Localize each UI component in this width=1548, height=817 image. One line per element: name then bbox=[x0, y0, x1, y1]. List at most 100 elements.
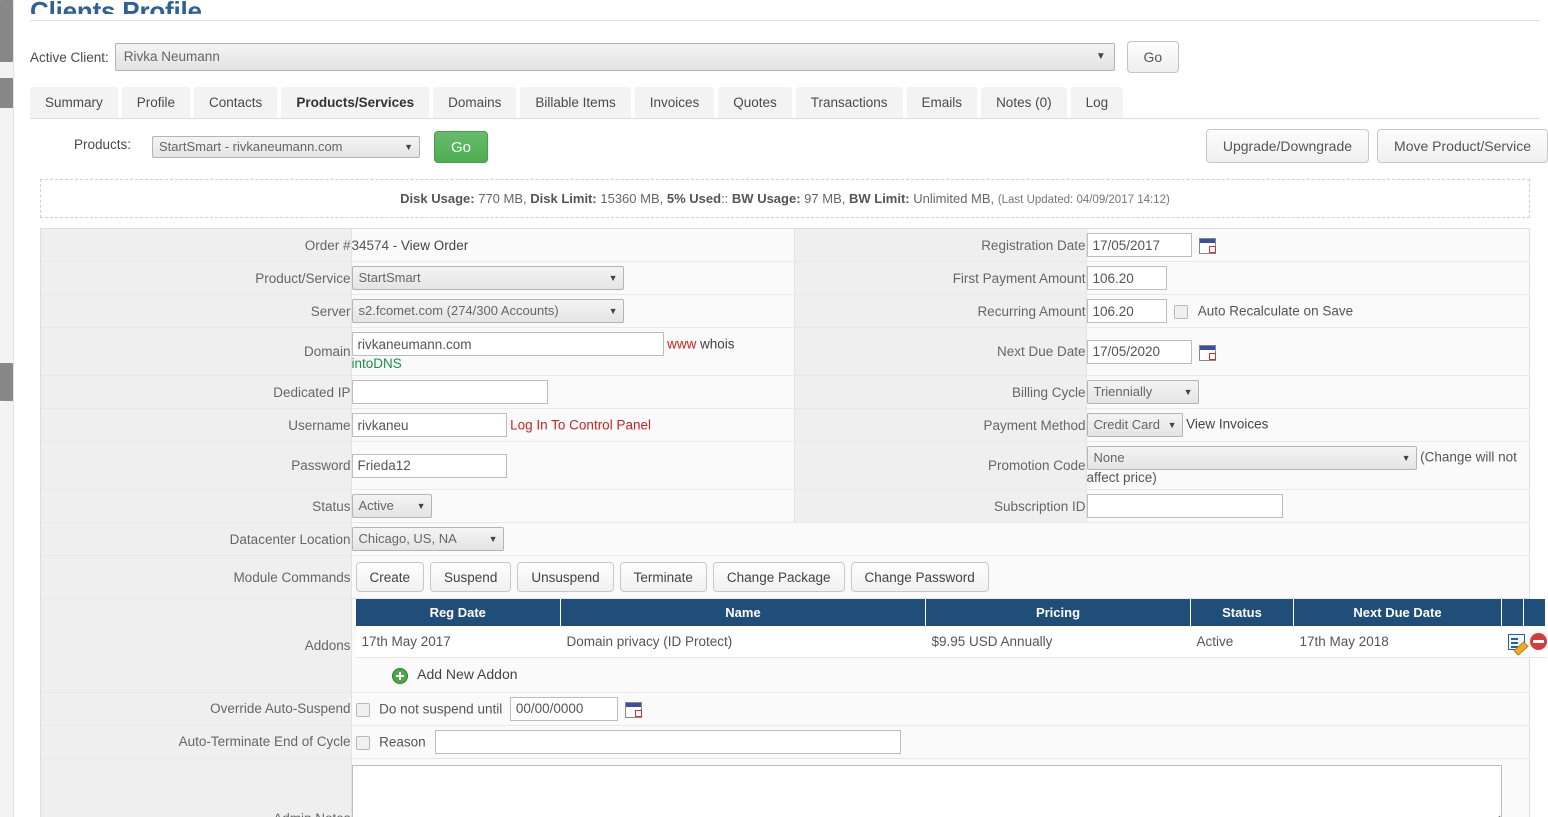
registration-date-input[interactable] bbox=[1086, 233, 1192, 257]
domain-label: Domain bbox=[41, 327, 352, 376]
tab-contacts[interactable]: Contacts bbox=[194, 87, 278, 118]
left-scrollbar-thumb-low[interactable] bbox=[0, 363, 13, 401]
override-autosuspend-checkbox[interactable] bbox=[355, 702, 370, 717]
delete-icon[interactable] bbox=[1529, 633, 1547, 650]
next-due-date-input[interactable] bbox=[1086, 339, 1192, 364]
addon-delete-cell[interactable] bbox=[1523, 626, 1547, 658]
datacenter-cell: Chicago, US, NA ▼ bbox=[351, 522, 1529, 556]
addons-label: Addons bbox=[41, 598, 352, 693]
promotion-code-label: Promotion Code bbox=[793, 441, 1087, 490]
chevron-down-icon: ▼ bbox=[1095, 51, 1106, 62]
subscription-id-input[interactable] bbox=[1086, 494, 1283, 518]
bw-usage-value: 97 MB, bbox=[804, 191, 846, 206]
www-link[interactable]: www bbox=[667, 336, 697, 352]
product-service-select[interactable]: StartSmart ▼ bbox=[351, 266, 624, 290]
active-client-select[interactable]: Rivka Neumann ▼ bbox=[114, 43, 1115, 71]
tab-products-services[interactable]: Products/Services bbox=[281, 87, 430, 118]
tab-summary[interactable]: Summary bbox=[30, 87, 118, 118]
tab-quotes[interactable]: Quotes bbox=[718, 87, 792, 118]
reason-input[interactable] bbox=[435, 729, 902, 754]
tab-transactions[interactable]: Transactions bbox=[795, 87, 903, 118]
datacenter-select[interactable]: Chicago, US, NA ▼ bbox=[351, 527, 504, 551]
left-scrollbar-thumb-top[interactable] bbox=[0, 0, 13, 62]
active-client-label: Active Client: bbox=[30, 49, 109, 65]
view-invoices-link[interactable]: View Invoices bbox=[1186, 416, 1269, 432]
addons-col-actions-6 bbox=[1523, 599, 1546, 626]
row-dedicatedip-billingcycle: Dedicated IP Billing Cycle Triennially ▼ bbox=[41, 375, 1529, 409]
first-payment-input[interactable] bbox=[1086, 266, 1167, 290]
next-due-date-cell bbox=[1086, 327, 1529, 376]
addon-cell-pricing: $9.95 USD Annually bbox=[925, 626, 1191, 658]
row-override-autosuspend: Override Auto-Suspend Do not suspend unt… bbox=[41, 692, 1529, 726]
module-command-terminate[interactable]: Terminate bbox=[619, 562, 707, 592]
edit-icon[interactable] bbox=[1507, 633, 1525, 650]
bw-limit-label: BW Limit: bbox=[848, 191, 910, 206]
row-product-firstpayment: Product/Service StartSmart ▼ First Payme… bbox=[41, 261, 1529, 295]
password-input[interactable] bbox=[351, 453, 507, 478]
dedicated-ip-input[interactable] bbox=[351, 380, 548, 404]
username-input[interactable] bbox=[351, 413, 507, 437]
products-go-button[interactable]: Go bbox=[434, 131, 489, 163]
override-autosuspend-cell: Do not suspend until bbox=[351, 692, 1529, 726]
tab-billable-items[interactable]: Billable Items bbox=[520, 87, 631, 118]
calendar-icon[interactable] bbox=[625, 701, 643, 718]
billing-cycle-select[interactable]: Triennially ▼ bbox=[1086, 380, 1199, 404]
calendar-icon[interactable] bbox=[1199, 344, 1217, 361]
row-admin-notes: Admin Notes bbox=[41, 758, 1529, 817]
whois-link[interactable]: whois bbox=[700, 336, 735, 352]
row-server-recurring: Server s2.fcomet.com (274/300 Accounts) … bbox=[41, 294, 1529, 328]
tab-emails[interactable]: Emails bbox=[906, 87, 978, 118]
tab-notes-0[interactable]: Notes (0) bbox=[981, 87, 1067, 118]
addon-edit-cell[interactable] bbox=[1501, 626, 1525, 658]
status-select[interactable]: Active ▼ bbox=[351, 494, 432, 518]
reason-label: Reason bbox=[379, 734, 426, 750]
admin-notes-textarea[interactable] bbox=[351, 764, 1502, 817]
promotion-code-note: (Change will not affect price) bbox=[1086, 449, 1517, 485]
auto-recalculate-checkbox[interactable] bbox=[1174, 305, 1189, 320]
product-service-label: Product/Service bbox=[41, 261, 352, 295]
upgrade-downgrade-button[interactable]: Upgrade/Downgrade bbox=[1205, 129, 1370, 163]
payment-method-cell: Credit Card ▼ View Invoices bbox=[1086, 408, 1529, 442]
add-new-addon-row[interactable]: Add New Addon bbox=[356, 658, 1530, 692]
chevron-down-icon: ▼ bbox=[608, 306, 618, 316]
left-scrollbar-thumb-mid[interactable] bbox=[0, 78, 13, 108]
module-command-create[interactable]: Create bbox=[355, 562, 425, 592]
addons-col-next-due-date: Next Due Date bbox=[1293, 599, 1502, 626]
module-command-change-password[interactable]: Change Password bbox=[850, 562, 989, 592]
tab-profile[interactable]: Profile bbox=[121, 87, 191, 118]
move-product-service-button[interactable]: Move Product/Service bbox=[1377, 129, 1548, 163]
recurring-amount-input[interactable] bbox=[1086, 299, 1167, 323]
module-command-unsuspend[interactable]: Unsuspend bbox=[517, 562, 614, 592]
promotion-code-select[interactable]: None ▼ bbox=[1086, 446, 1417, 470]
client-go-button[interactable]: Go bbox=[1126, 41, 1179, 73]
first-payment-cell bbox=[1086, 261, 1529, 295]
left-scrollbar-track[interactable] bbox=[0, 0, 14, 817]
module-command-change-package[interactable]: Change Package bbox=[712, 562, 845, 592]
tab-log[interactable]: Log bbox=[1070, 87, 1124, 118]
payment-method-select[interactable]: Credit Card ▼ bbox=[1086, 413, 1183, 437]
products-selected-value: StartSmart - rivkaneumann.com bbox=[159, 139, 343, 154]
intodns-link[interactable]: intoDNS bbox=[351, 356, 402, 371]
next-due-date-label: Next Due Date bbox=[793, 327, 1087, 376]
products-select[interactable]: StartSmart - rivkaneumann.com ▼ bbox=[152, 136, 420, 158]
products-actions: Upgrade/Downgrade Move Product/Service bbox=[1198, 129, 1548, 163]
view-order-link[interactable]: View Order bbox=[400, 237, 469, 253]
add-new-addon-link[interactable]: Add New Addon bbox=[417, 666, 518, 682]
autoterminate-label: Auto-Terminate End of Cycle bbox=[41, 725, 352, 759]
products-toolbar: Products: StartSmart - rivkaneumann.com … bbox=[22, 123, 1548, 171]
tab-invoices[interactable]: Invoices bbox=[634, 87, 715, 118]
login-control-panel-link[interactable]: Log In To Control Panel bbox=[510, 417, 651, 433]
module-command-suspend[interactable]: Suspend bbox=[430, 562, 512, 592]
server-select[interactable]: s2.fcomet.com (274/300 Accounts) ▼ bbox=[351, 299, 624, 323]
addons-col-name: Name bbox=[560, 599, 926, 626]
plus-circle-icon bbox=[391, 667, 408, 684]
domain-input[interactable] bbox=[351, 332, 664, 356]
addon-cell-name: Domain privacy (ID Protect) bbox=[560, 626, 926, 658]
autoterminate-checkbox[interactable] bbox=[355, 735, 370, 750]
calendar-icon[interactable] bbox=[1199, 238, 1217, 255]
tab-domains[interactable]: Domains bbox=[433, 87, 517, 118]
row-order-registration: Order # 34574 - View Order Registration … bbox=[41, 229, 1529, 262]
datacenter-label: Datacenter Location bbox=[41, 522, 352, 556]
do-not-suspend-date-input[interactable] bbox=[509, 696, 618, 721]
